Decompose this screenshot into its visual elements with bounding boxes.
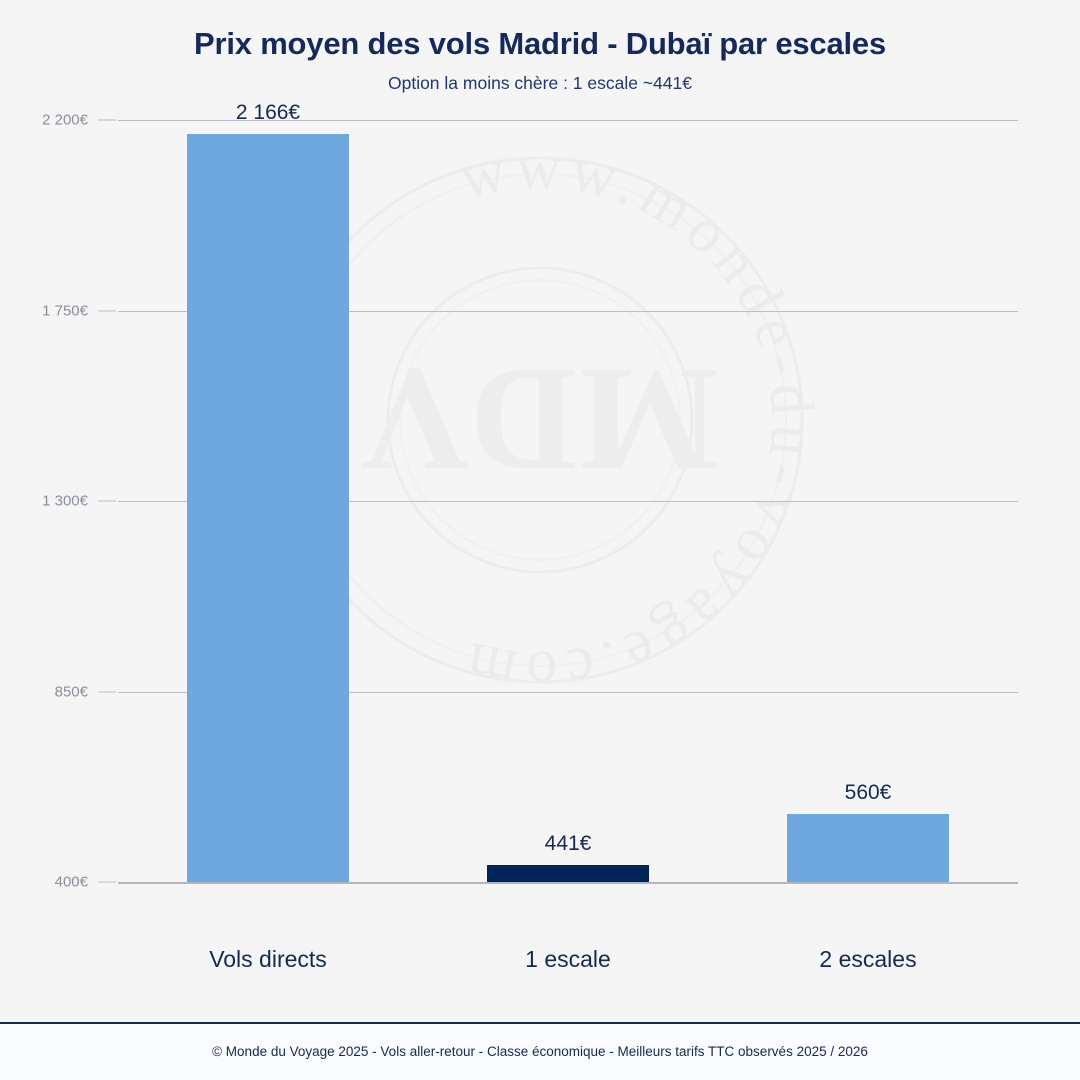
- bar-value-label: 560€: [844, 781, 892, 805]
- plot-area: [118, 120, 1018, 884]
- y-axis-tick-mark: [98, 881, 116, 883]
- footer-divider: [0, 1022, 1080, 1024]
- y-axis-tick-mark: [98, 119, 116, 121]
- category-label: Vols directs: [209, 946, 327, 972]
- gridline: [118, 691, 1018, 693]
- bar-value-label: 2 166€: [235, 101, 301, 125]
- bar-value-label: 441€: [544, 831, 592, 855]
- y-axis-tick-label: 1 300€: [42, 492, 88, 510]
- category-label: 1 escale: [525, 946, 611, 972]
- y-axis-tick-mark: [98, 310, 116, 311]
- category-label: 2 escales: [819, 946, 917, 972]
- gridline: [118, 120, 1018, 121]
- bar-1-escale[interactable]: [487, 864, 649, 882]
- y-axis-tick-label: 2 200€: [42, 111, 88, 129]
- y-axis-tick-mark: [98, 500, 116, 502]
- bar-vols-directs[interactable]: [187, 134, 349, 882]
- y-axis-tick-label: 1 750€: [42, 302, 88, 319]
- chart-title: Prix moyen des vols Madrid - Dubaï par e…: [193, 26, 886, 61]
- y-axis-tick-label: 850€: [54, 683, 88, 700]
- y-axis-tick-label: 400€: [54, 873, 88, 891]
- chart-subtitle: Option la moins chère : 1 escale ~441€: [387, 73, 692, 93]
- gridline: [118, 882, 1018, 884]
- footer-band: [0, 1024, 1080, 1080]
- bar-2-escales[interactable]: [787, 814, 949, 882]
- y-axis-tick-mark: [98, 691, 116, 692]
- footer-caption: © Monde du Voyage 2025 - Vols aller-reto…: [212, 1044, 868, 1059]
